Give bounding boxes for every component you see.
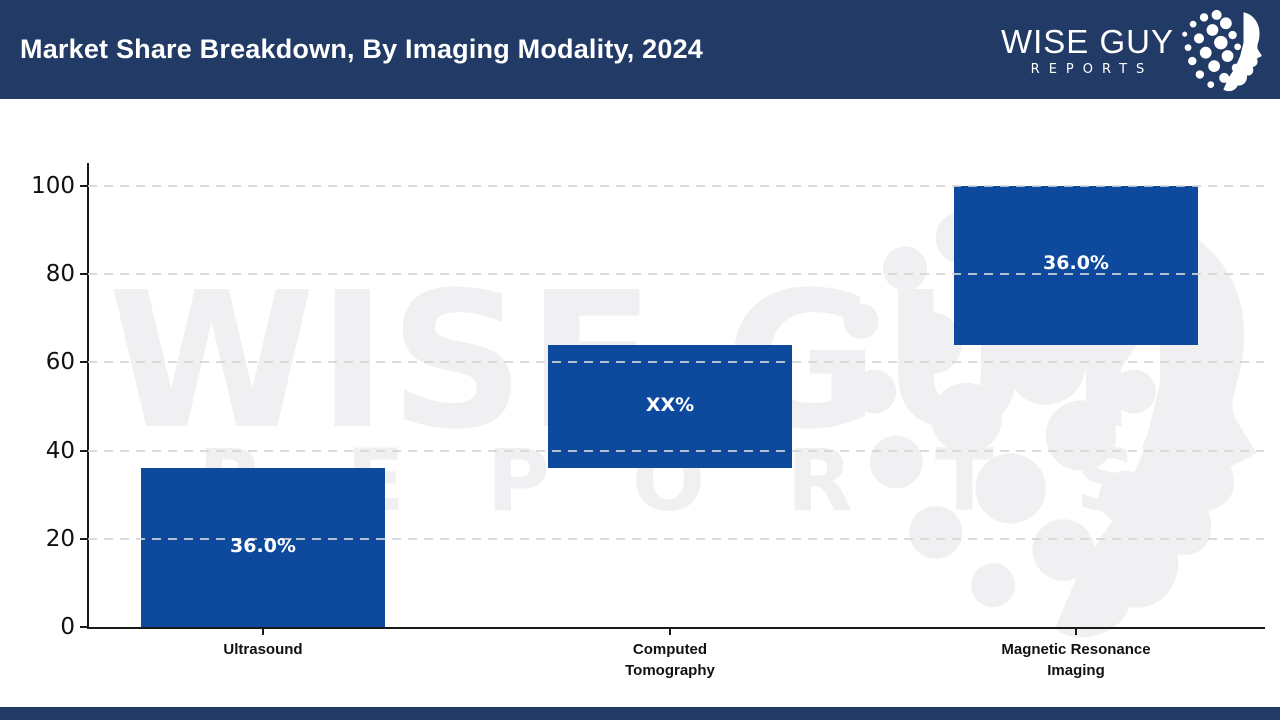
- x-category-label-line: Imaging: [1047, 662, 1105, 679]
- x-tick: [669, 627, 671, 635]
- x-category-label: Computed Tomography: [530, 639, 810, 681]
- x-category-label: Ultrasound: [123, 639, 403, 660]
- y-tick-0: [80, 626, 87, 628]
- brand-face-dots-icon: [1182, 9, 1262, 91]
- y-tick-label-40: 40: [45, 437, 75, 464]
- page-title: Market Share Breakdown, By Imaging Modal…: [20, 34, 704, 64]
- gridline-20: [88, 537, 1264, 540]
- y-tick-20: [80, 537, 87, 540]
- gridline-40: [88, 449, 1264, 452]
- brand-logo: WISE GUY REPORTS: [1001, 0, 1262, 99]
- waterfall-chart: 0 20 40 60 80 100 36.0% Ultrasound XX% Computed To…: [0, 99, 1280, 707]
- y-tick-label-100: 100: [31, 173, 75, 199]
- x-category-label: Magnetic Resonance Imaging: [936, 639, 1216, 681]
- brand-subtitle: REPORTS: [1030, 61, 1154, 77]
- y-axis-line: [87, 163, 89, 629]
- gridline-80: [88, 273, 1264, 276]
- brand-logo-text: WISE GUY REPORTS: [1001, 23, 1174, 77]
- y-tick-80: [80, 273, 87, 276]
- y-tick-40: [80, 449, 87, 452]
- bar-value-label: 36.0%: [1043, 252, 1109, 275]
- bar-ultrasound: [141, 468, 385, 627]
- footer-bar: [0, 707, 1280, 720]
- x-category-label-line: Magnetic Resonance: [1001, 641, 1151, 658]
- gridline-100: [88, 185, 1264, 187]
- bar-magnetic-resonance-imaging: [954, 186, 1198, 345]
- y-tick-100: [80, 185, 87, 187]
- bar-computed-tomography: [548, 344, 792, 469]
- y-tick-60: [80, 361, 87, 364]
- y-tick-label-60: 60: [45, 349, 75, 376]
- brand-name: WISE GUY: [1000, 22, 1174, 60]
- y-tick-label-80: 80: [45, 261, 75, 288]
- x-category-label-line: Tomography: [625, 662, 715, 679]
- x-axis-line: [87, 627, 1265, 629]
- bar-value-label: 36.0%: [230, 534, 296, 557]
- x-category-label-line: Computed: [632, 641, 708, 658]
- x-tick: [262, 627, 264, 635]
- gridline-60: [88, 361, 1264, 364]
- y-tick-label-20: 20: [45, 525, 75, 552]
- bar-value-label: XX%: [645, 393, 695, 416]
- header-bar: Market Share Breakdown, By Imaging Modal…: [0, 0, 1280, 99]
- y-tick-label-0: 0: [60, 614, 75, 640]
- x-tick: [1075, 627, 1077, 635]
- x-category-label-line: Ultrasound: [223, 641, 303, 658]
